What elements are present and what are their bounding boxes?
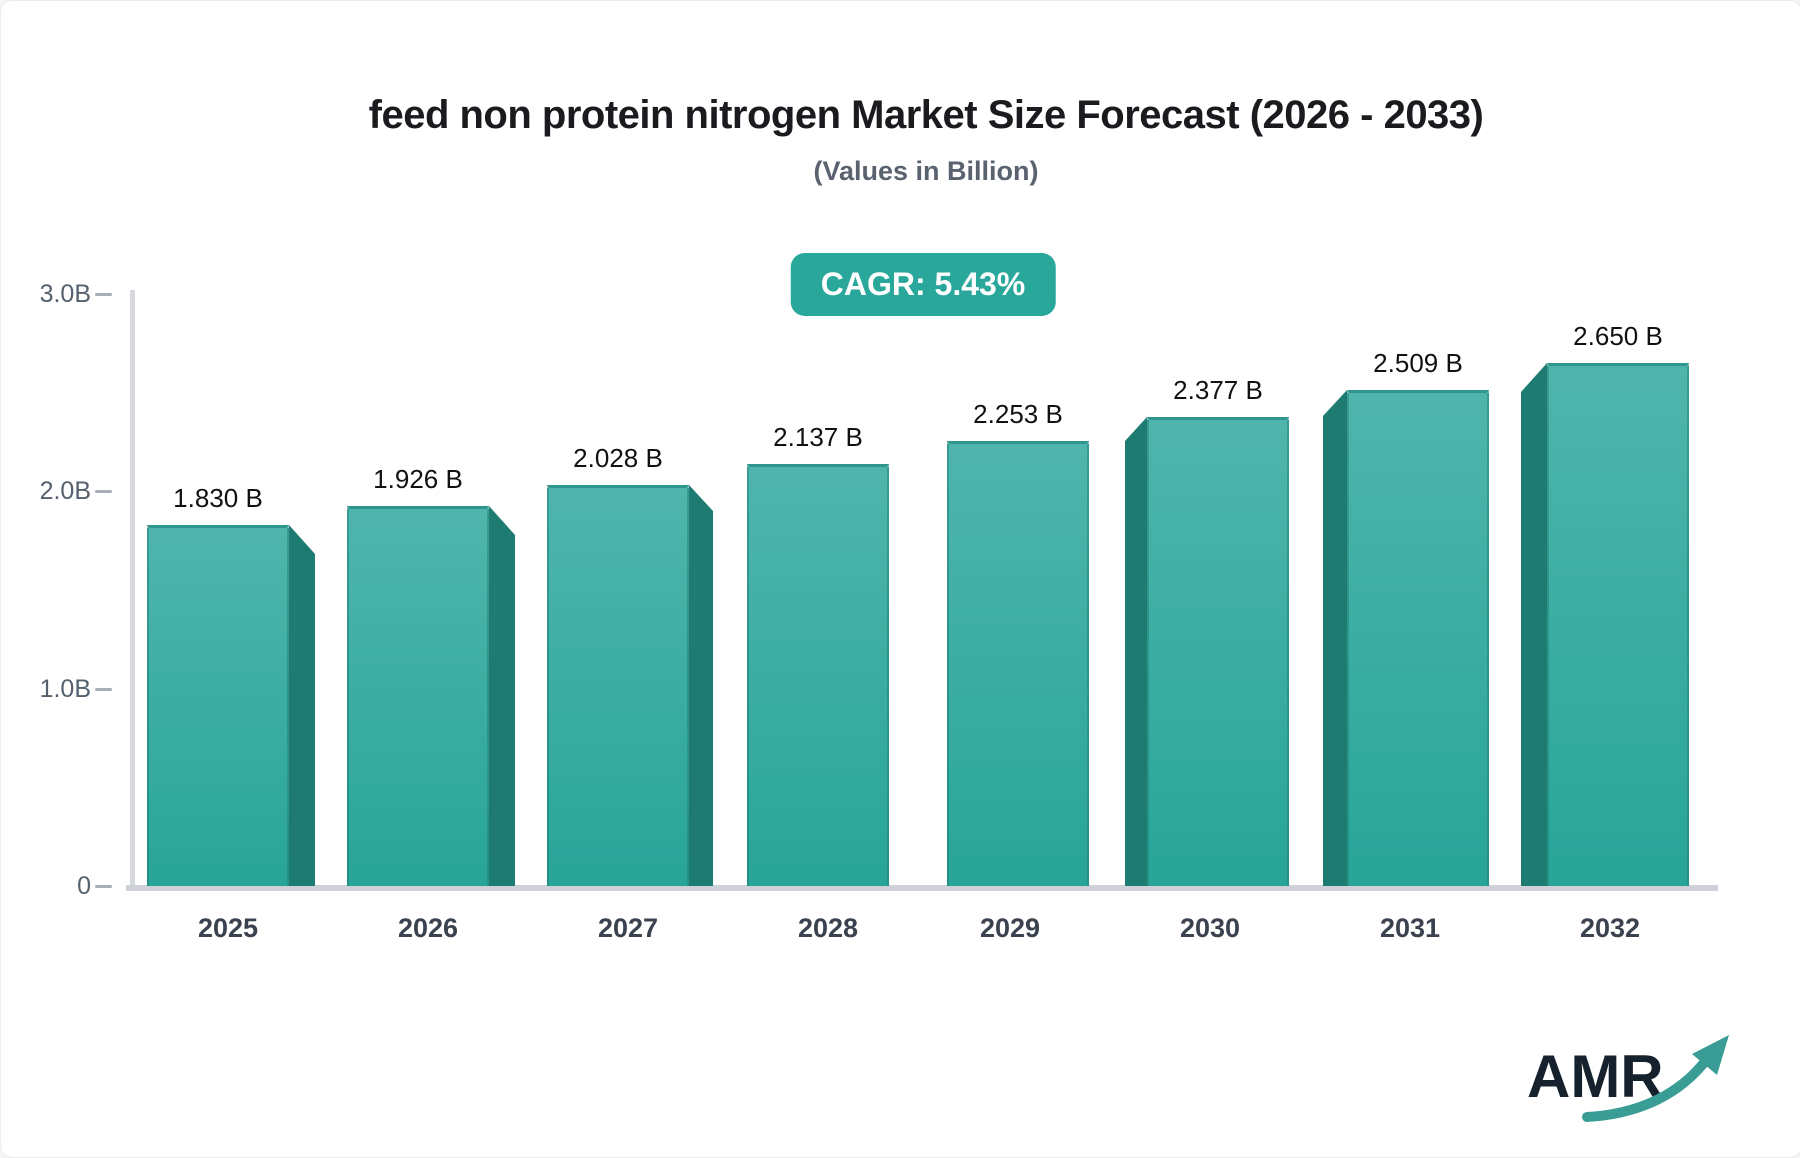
bar-2032	[1547, 363, 1689, 886]
y-tick-mark	[95, 490, 112, 493]
bar-value-label-2030: 2.377 B	[1173, 375, 1263, 405]
y-axis-line	[130, 290, 135, 890]
chart-header: feed non protein nitrogen Market Size Fo…	[26, 93, 1800, 187]
bar-value-label-2031: 2.509 B	[1373, 348, 1463, 378]
amr-logo-text: AMR	[1527, 1043, 1664, 1110]
x-axis-baseline	[126, 885, 1718, 891]
y-tick-mark	[95, 292, 112, 296]
bar-value-label-2025: 1.830 B	[173, 483, 263, 513]
bar-value-label-2028: 2.137 B	[773, 422, 863, 452]
bar-value-label-2032: 2.650 B	[1573, 321, 1663, 351]
x-axis-label-2032: 2032	[1579, 913, 1641, 943]
y-tick-label-0: 0	[77, 872, 91, 900]
bar-2028	[747, 464, 889, 886]
x-axis-label-2027: 2027	[597, 913, 659, 943]
y-tick-label-1.0B: 1.0B	[39, 674, 91, 703]
bar-value-label-2027: 2.028 B	[573, 443, 663, 473]
bar-value-label-2026: 1.926 B	[373, 464, 463, 494]
bar-2030	[1147, 417, 1289, 886]
amr-logo: AMR	[1521, 1023, 1731, 1128]
y-tick-mark	[95, 885, 112, 888]
bar-3d-side-2027	[689, 485, 713, 886]
x-axis-label-2031: 2031	[1379, 913, 1441, 943]
bar-3d-side-2031	[1323, 390, 1347, 886]
bar-3d-side-2032	[1521, 363, 1547, 886]
cagr-badge: CAGR: 5.43%	[790, 253, 1056, 316]
bar-value-label-2029: 2.253 B	[973, 399, 1063, 429]
chart-title: feed non protein nitrogen Market Size Fo…	[368, 93, 1484, 137]
y-tick-label-3.0B: 3.0B	[39, 279, 91, 308]
x-axis-label-2028: 2028	[797, 913, 859, 943]
y-tick-mark	[95, 687, 112, 691]
chart-subtitle: (Values in Billion)	[813, 156, 1039, 186]
x-axis-label-2026: 2026	[397, 913, 459, 943]
x-axis-label-2029: 2029	[979, 913, 1041, 943]
bar-3d-side-2030	[1125, 417, 1147, 886]
bar-2027	[547, 485, 689, 886]
x-axis-label-2030: 2030	[1179, 913, 1241, 943]
x-axis-label-2025: 2025	[197, 913, 259, 943]
amr-logo-graphic: AMR	[1527, 1035, 1729, 1122]
y-tick-label-2.0B: 2.0B	[39, 477, 91, 505]
bar-2025	[147, 525, 289, 886]
bar-3d-side-2025	[289, 525, 315, 886]
bar-2029	[947, 441, 1089, 886]
bar-2026	[347, 506, 489, 886]
bar-2031	[1347, 390, 1489, 886]
bar-3d-side-2026	[489, 506, 515, 886]
growth-arrow-icon	[1582, 1035, 1729, 1122]
